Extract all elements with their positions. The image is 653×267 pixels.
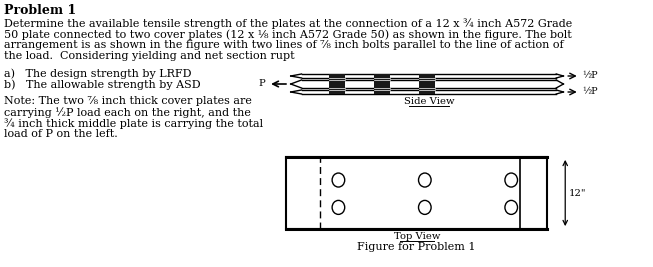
- Text: load of P on the left.: load of P on the left.: [4, 129, 118, 139]
- Text: 50 plate connected to two cover plates (12 x ⅛ inch A572 Grade 50) as shown in t: 50 plate connected to two cover plates (…: [4, 29, 571, 40]
- Bar: [419, 74, 435, 94]
- Text: arrangement is as shown in the figure with two lines of ⅞ inch bolts parallel to: arrangement is as shown in the figure wi…: [4, 40, 564, 50]
- Circle shape: [419, 201, 431, 214]
- Text: ¾ inch thick middle plate is carrying the total: ¾ inch thick middle plate is carrying th…: [4, 118, 263, 129]
- Circle shape: [332, 201, 345, 214]
- Text: 12": 12": [569, 189, 586, 198]
- Text: Note: The two ⅞ inch thick cover plates are: Note: The two ⅞ inch thick cover plates …: [4, 96, 251, 106]
- Text: a)   The design strength by LRFD: a) The design strength by LRFD: [4, 68, 191, 78]
- Bar: [286, 157, 547, 229]
- Text: P: P: [259, 80, 266, 88]
- Circle shape: [505, 201, 518, 214]
- Text: Problem 1: Problem 1: [4, 4, 76, 17]
- Text: Top View: Top View: [394, 232, 440, 241]
- Text: Side View: Side View: [404, 97, 454, 106]
- Text: ½P: ½P: [582, 72, 598, 80]
- Text: carrying ½P load each on the right, and the: carrying ½P load each on the right, and …: [4, 107, 251, 118]
- Text: ½P: ½P: [582, 88, 598, 96]
- Circle shape: [505, 173, 518, 187]
- Text: Determine the available tensile strength of the plates at the connection of a 12: Determine the available tensile strength…: [4, 18, 572, 29]
- Bar: [328, 74, 345, 94]
- Circle shape: [332, 173, 345, 187]
- Text: b)   The allowable strength by ASD: b) The allowable strength by ASD: [4, 79, 200, 89]
- Bar: [374, 74, 390, 94]
- Text: Figure for Problem 1: Figure for Problem 1: [357, 242, 476, 252]
- Circle shape: [419, 173, 431, 187]
- Text: the load.  Considering yielding and net section rupt: the load. Considering yielding and net s…: [4, 51, 295, 61]
